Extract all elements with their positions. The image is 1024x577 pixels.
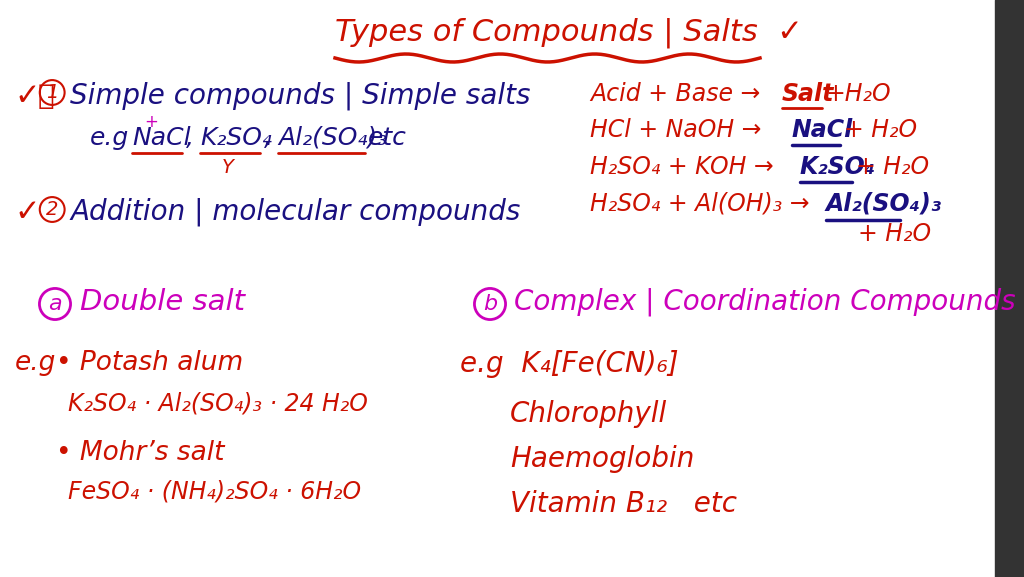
- Text: etc: etc: [368, 126, 407, 150]
- Text: Types of Compounds | Salts  ✓: Types of Compounds | Salts ✓: [335, 18, 803, 48]
- Text: Acid + Base →: Acid + Base →: [590, 82, 760, 106]
- Text: NaCl: NaCl: [132, 126, 190, 150]
- Text: Salt: Salt: [782, 82, 835, 106]
- Text: + H₂O: + H₂O: [844, 118, 918, 142]
- Text: Al₂(SO₄)₃: Al₂(SO₄)₃: [278, 126, 387, 150]
- Text: • Potash alum: • Potash alum: [56, 350, 244, 376]
- Text: H₂SO₄ + KOH →: H₂SO₄ + KOH →: [590, 155, 773, 179]
- Text: ⓿: ⓿: [38, 82, 54, 110]
- Text: + H₂O: + H₂O: [856, 155, 929, 179]
- Text: Simple compounds | Simple salts: Simple compounds | Simple salts: [70, 82, 530, 111]
- Text: b: b: [483, 294, 497, 314]
- Text: Y: Y: [222, 158, 233, 177]
- Text: e.g: e.g: [15, 350, 56, 376]
- Text: ✓: ✓: [14, 82, 40, 111]
- Text: Al₂(SO₄)₃: Al₂(SO₄)₃: [826, 192, 942, 216]
- Text: Haemoglobin: Haemoglobin: [510, 445, 694, 473]
- Text: Vitamin B₁₂   etc: Vitamin B₁₂ etc: [510, 490, 737, 518]
- Text: K₂SO₄: K₂SO₄: [800, 155, 877, 179]
- Text: 1: 1: [46, 83, 58, 102]
- Text: ,: ,: [186, 126, 194, 150]
- Text: K₂SO₄: K₂SO₄: [200, 126, 272, 150]
- Text: a: a: [48, 294, 61, 314]
- Text: K₂SO₄ · Al₂(SO₄)₃ · 24 H₂O: K₂SO₄ · Al₂(SO₄)₃ · 24 H₂O: [68, 392, 368, 416]
- Text: e.g  K₄[Fe(CN)₆]: e.g K₄[Fe(CN)₆]: [460, 350, 679, 378]
- Text: +: +: [144, 113, 158, 131]
- Text: Complex | Coordination Compounds: Complex | Coordination Compounds: [514, 288, 1016, 317]
- Text: Double salt: Double salt: [80, 288, 245, 316]
- Text: H₂SO₄ + Al(OH)₃ →: H₂SO₄ + Al(OH)₃ →: [590, 192, 810, 216]
- Text: +H₂O: +H₂O: [826, 82, 892, 106]
- Text: HCl + NaOH →: HCl + NaOH →: [590, 118, 762, 142]
- Text: e.g: e.g: [90, 126, 129, 150]
- Text: • Mohr’s salt: • Mohr’s salt: [56, 440, 224, 466]
- Text: + H₂O: + H₂O: [858, 222, 931, 246]
- Text: Addition | molecular compounds: Addition | molecular compounds: [70, 198, 520, 227]
- Text: 2: 2: [46, 200, 58, 219]
- Text: NaCl: NaCl: [792, 118, 853, 142]
- Text: Chlorophyll: Chlorophyll: [510, 400, 668, 428]
- Text: FeSO₄ · (NH₄)₂SO₄ · 6H₂O: FeSO₄ · (NH₄)₂SO₄ · 6H₂O: [68, 480, 361, 504]
- Text: ,: ,: [264, 126, 272, 150]
- Text: ✓: ✓: [14, 198, 40, 227]
